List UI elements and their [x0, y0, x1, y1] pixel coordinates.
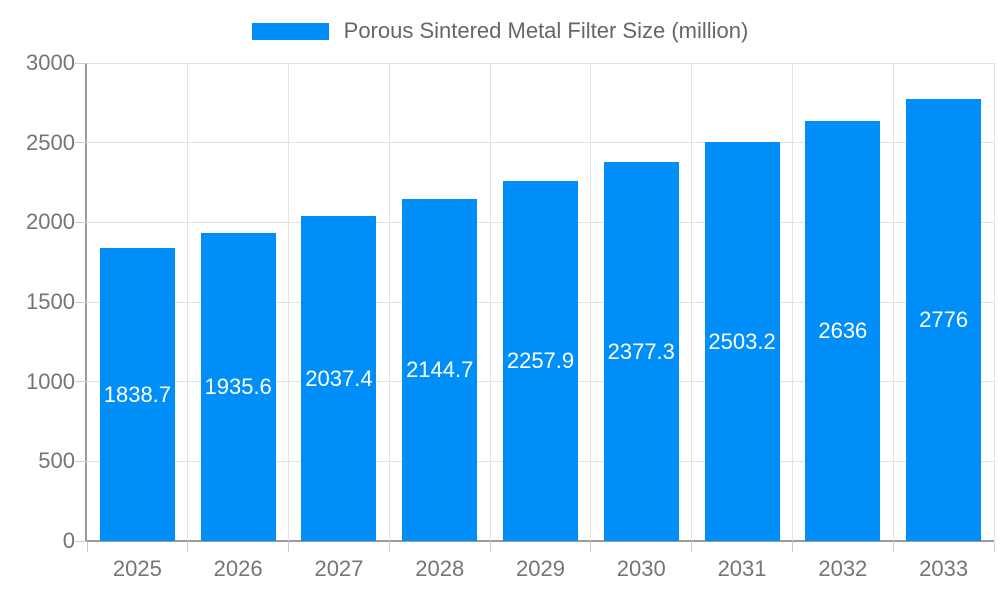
x-axis-tick-label: 2027: [314, 556, 364, 581]
bar[interactable]: [603, 162, 679, 541]
y-axis-tick: [75, 142, 87, 144]
y-axis-tick: [75, 62, 87, 64]
x-axis-tick-label: 2028: [415, 556, 465, 581]
x-axis-tick: [86, 542, 88, 552]
x-axis-tick-label: 2025: [112, 556, 162, 581]
y-axis-tick: [75, 381, 87, 383]
bar-value-label: 1935.6: [204, 373, 272, 399]
x-gridline: [691, 63, 693, 541]
bar[interactable]: [99, 248, 175, 541]
bar[interactable]: [200, 232, 276, 541]
x-axis-tick-label: 2029: [516, 556, 565, 581]
y-axis-tick: [75, 301, 87, 303]
y-axis-tick-label: 0: [62, 528, 75, 553]
x-gridline: [187, 63, 189, 541]
bar[interactable]: [402, 199, 478, 541]
x-axis-tick: [590, 542, 592, 552]
x-axis-tick: [791, 542, 793, 552]
y-axis-tick-label: 1000: [26, 368, 75, 394]
y-axis-tick-label: 2500: [26, 129, 75, 155]
y-axis-tick: [75, 221, 87, 223]
x-axis-tick-label: 2030: [616, 556, 666, 581]
x-axis-tick: [388, 542, 390, 552]
bar[interactable]: [704, 142, 780, 541]
x-axis-tick-label: 2031: [717, 556, 767, 581]
x-gridline: [791, 63, 793, 541]
x-axis-tick-label: 2033: [919, 556, 969, 581]
x-axis-tick: [993, 542, 995, 552]
y-axis-tick-label: 2000: [26, 209, 75, 235]
y-gridline: [87, 62, 994, 64]
y-axis-tick: [75, 540, 87, 542]
x-axis-tick: [892, 542, 894, 552]
plot-area: 1838.7 1935.6 2037.4 2144.7 2257.9 2377.3 2503…: [87, 62, 995, 541]
bar-value-label: 2776: [919, 306, 969, 332]
x-gridline: [590, 63, 592, 541]
y-axis-tick-label: 500: [38, 448, 75, 474]
legend-series-label: Porous Sintered Metal Filter Size (milli…: [343, 18, 749, 43]
bar-value-label: 2377.3: [607, 338, 675, 364]
legend-item[interactable]: Porous Sintered Metal Filter Size (milli…: [251, 18, 749, 44]
x-axis-line: [85, 540, 994, 542]
x-axis-tick: [187, 542, 189, 552]
bar[interactable]: [805, 120, 881, 541]
y-axis-tick-label: 3000: [26, 50, 75, 75]
x-gridline: [892, 63, 894, 541]
x-gridline: [288, 63, 290, 541]
x-axis-tick: [489, 542, 491, 552]
x-axis-tick: [691, 542, 693, 552]
x-gridline: [993, 63, 995, 541]
y-gridline: [87, 142, 994, 144]
bar-value-label: 2144.7: [406, 357, 474, 383]
x-gridline: [489, 63, 491, 541]
bar-value-label: 2037.4: [305, 365, 373, 391]
chart-legend: Porous Sintered Metal Filter Size (milli…: [0, 18, 1000, 44]
y-axis-tick-label: 1500: [26, 289, 75, 314]
x-gridline: [388, 63, 390, 541]
x-axis-tick: [288, 542, 290, 552]
bar-value-label: 1838.7: [103, 381, 172, 407]
bar-value-label: 2503.2: [708, 328, 776, 354]
bar-value-label: 2257.9: [506, 348, 575, 374]
x-axis-tick-label: 2026: [213, 556, 263, 581]
bar[interactable]: [906, 98, 982, 541]
x-axis-tick-label: 2032: [818, 556, 868, 581]
bar[interactable]: [301, 216, 377, 541]
y-axis-tick: [75, 460, 87, 462]
bar-value-label: 2636: [818, 317, 868, 343]
legend-swatch-icon: [251, 22, 329, 40]
bar[interactable]: [503, 181, 578, 541]
